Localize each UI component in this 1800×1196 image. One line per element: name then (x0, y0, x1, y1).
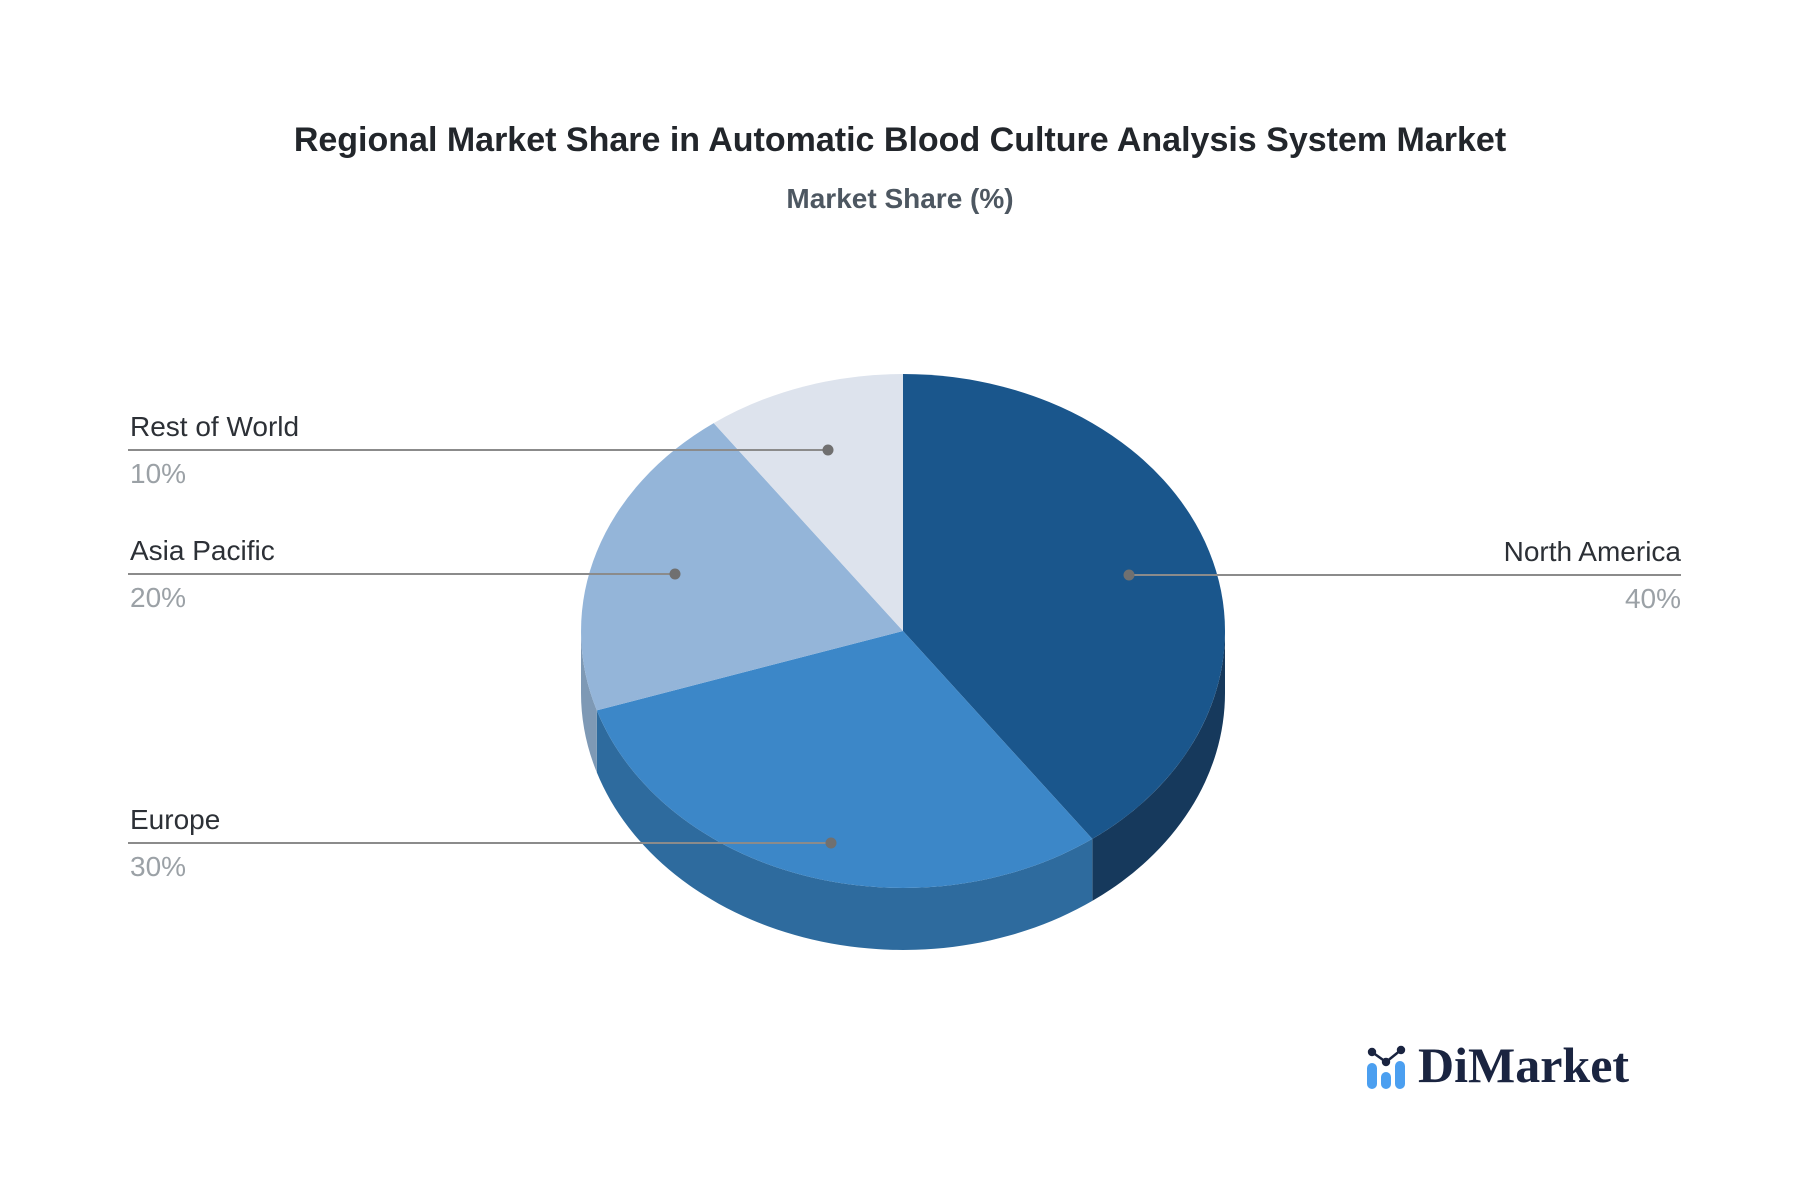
leader-dot (822, 444, 834, 456)
dimarket-logo-icon (1367, 1045, 1406, 1089)
pie-slice-rest-of-world (713, 374, 903, 631)
slice-label-rest-of-world: Rest of World (130, 411, 300, 442)
slice-value-rest-of-world: 10% (130, 458, 187, 489)
callout-europe: Europe 30% (130, 803, 220, 883)
leader-dot (669, 568, 681, 580)
slice-value-europe: 30% (130, 851, 187, 882)
chart-subtitle: Market Share (%) (786, 183, 1014, 214)
pie-slice-asia-pacific (581, 423, 903, 711)
pie-slice-north-america (903, 373, 1226, 839)
callout-rest-of-world: Rest of World 10% (130, 410, 299, 490)
slice-label-asia-pacific: Asia Pacific (130, 535, 275, 566)
slice-value-north-america: 40% (1624, 583, 1681, 614)
leader-dot (825, 837, 837, 849)
pie-slice-europe (596, 631, 1093, 888)
chart-title: Regional Market Share in Automatic Blood… (293, 121, 1507, 159)
dimarket-logo-text: DiMarket (1418, 1037, 1630, 1093)
leader-dot (1123, 569, 1135, 581)
slice-label-europe: Europe (130, 804, 221, 835)
pie-slice-side (581, 631, 597, 773)
slice-value-asia-pacific: 20% (130, 582, 187, 613)
pie-slice-side (1092, 631, 1225, 901)
callout-north-america: North America 40% (1504, 535, 1681, 615)
callout-asia-pacific: Asia Pacific 20% (130, 534, 275, 614)
pie-slice-side (596, 710, 1093, 950)
slice-label-north-america: North America (1503, 536, 1681, 567)
